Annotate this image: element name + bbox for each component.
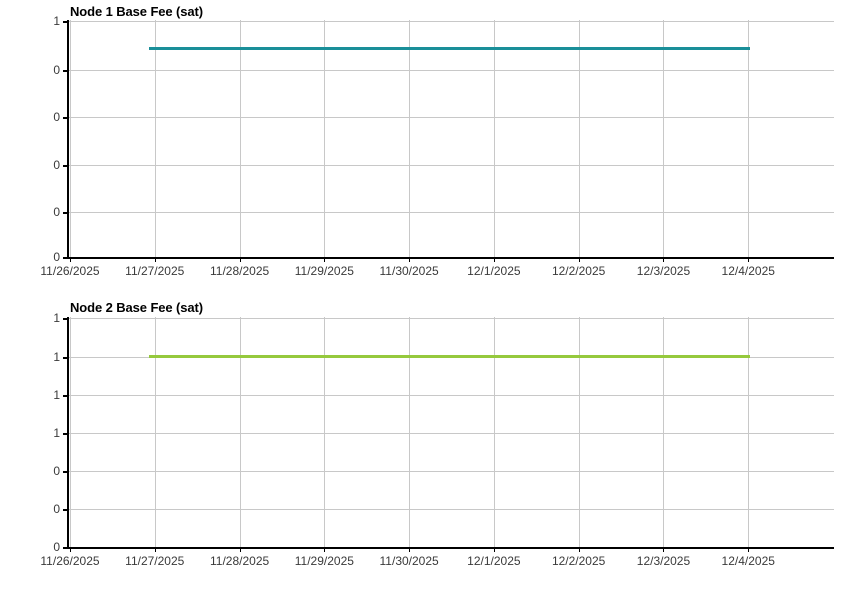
horizontal-gridline	[69, 509, 834, 511]
x-tick-mark	[69, 257, 71, 262]
x-tick-mark	[663, 547, 665, 552]
x-axis-label: 11/26/2025	[40, 554, 100, 568]
y-tick-mark	[63, 547, 69, 549]
y-axis-label: 0	[53, 157, 60, 172]
y-axis-label: 1	[53, 349, 60, 364]
x-tick-mark	[409, 257, 411, 262]
y-tick-mark	[63, 117, 69, 120]
x-tick-mark	[578, 257, 580, 262]
vertical-gridline	[154, 20, 156, 257]
x-tick-mark	[154, 547, 156, 552]
horizontal-gridline	[69, 212, 834, 214]
x-axis-label: 12/2/2025	[551, 264, 606, 278]
y-tick-mark	[63, 509, 69, 512]
series-line	[148, 354, 751, 358]
x-axis-label: 12/3/2025	[636, 264, 691, 278]
x-tick-mark	[324, 257, 326, 262]
vertical-gridline	[663, 20, 665, 257]
x-axis-label: 12/1/2025	[467, 554, 521, 568]
horizontal-gridline	[69, 317, 834, 319]
x-axis-label: 11/29/2025	[294, 554, 354, 568]
y-axis-label: 0	[53, 62, 60, 77]
x-tick-mark	[748, 257, 750, 262]
y-axis-label: 0	[53, 540, 60, 554]
horizontal-gridline	[69, 69, 834, 71]
x-tick-mark	[154, 257, 156, 262]
vertical-gridline	[578, 317, 580, 547]
series-line	[148, 46, 751, 50]
x-tick-mark	[69, 547, 71, 552]
chart-title-node-2: Node 2 Base Fee (sat)	[70, 300, 204, 315]
x-axis-label: 11/28/2025	[210, 554, 270, 568]
chart-panel-node-1: Node 1 Base Fee (sat) 1 0 0 0 0 0 11/26/2025 11…	[0, 0, 860, 290]
x-tick-mark	[239, 257, 241, 262]
x-axis-label: 12/1/2025	[467, 264, 521, 278]
x-axis-label: 11/29/2025	[294, 264, 354, 278]
horizontal-gridline	[69, 470, 834, 472]
y-axis-label: 1	[53, 13, 60, 28]
y-tick-mark	[63, 257, 69, 259]
vertical-gridline	[409, 317, 411, 547]
y-axis-label: 0	[53, 463, 60, 478]
x-axis-label: 11/30/2025	[379, 264, 439, 278]
x-tick-mark	[493, 257, 495, 262]
vertical-gridline	[748, 20, 750, 257]
x-axis-label: 12/3/2025	[636, 554, 691, 568]
y-tick-mark	[63, 470, 69, 473]
horizontal-gridline	[69, 117, 834, 119]
vertical-gridline	[239, 317, 241, 547]
vertical-gridline	[409, 20, 411, 257]
x-tick-mark	[663, 257, 665, 262]
horizontal-gridline	[69, 164, 834, 166]
vertical-gridline	[69, 20, 71, 257]
plot-area-node-1: 1 0 0 0 0 0 11/26/2025 11/27/2025 11/28/2025 11/2…	[40, 14, 834, 278]
x-tick-mark	[324, 547, 326, 552]
vertical-gridline	[578, 20, 580, 257]
y-axis-label: 1	[53, 425, 60, 440]
x-axis-label: 11/27/2025	[125, 264, 185, 278]
x-axis-label: 11/27/2025	[125, 554, 185, 568]
y-axis-label: 0	[53, 250, 60, 264]
x-tick-mark	[239, 547, 241, 552]
y-tick-mark	[63, 69, 69, 72]
y-tick-mark	[63, 20, 69, 23]
x-axis-label: 12/2/2025	[551, 554, 606, 568]
x-axis-label: 12/4/2025	[721, 264, 775, 278]
y-tick-mark	[63, 164, 69, 167]
y-tick-mark	[63, 432, 69, 435]
y-axis-label: 0	[53, 205, 60, 220]
y-axis-label: 0	[53, 502, 60, 517]
vertical-gridline	[748, 317, 750, 547]
x-axis-label: 12/4/2025	[721, 554, 775, 568]
x-axis-label: 11/28/2025	[210, 264, 270, 278]
x-axis-label: 11/30/2025	[379, 554, 439, 568]
vertical-gridline	[239, 20, 241, 257]
plot-area-node-2: 1 1 1 1 0 0 0 11/26/2025 11/27/2025 11/28/2025 11/…	[40, 311, 834, 568]
y-tick-mark	[63, 212, 69, 215]
vertical-gridline	[154, 317, 156, 547]
y-axis-label: 0	[53, 110, 60, 125]
horizontal-gridline	[69, 432, 834, 434]
x-tick-mark	[748, 547, 750, 552]
chart-title-node-1: Node 1 Base Fee (sat)	[70, 4, 204, 19]
x-tick-mark	[409, 547, 411, 552]
x-tick-mark	[578, 547, 580, 552]
vertical-gridline	[663, 317, 665, 547]
x-tick-mark	[493, 547, 495, 552]
vertical-gridline	[324, 317, 326, 547]
x-axis-label: 11/26/2025	[40, 264, 100, 278]
vertical-gridline	[69, 317, 71, 547]
horizontal-gridline	[69, 20, 834, 22]
vertical-gridline	[324, 20, 326, 257]
vertical-gridline	[493, 20, 495, 257]
y-tick-mark	[63, 317, 69, 320]
y-axis-label: 1	[53, 388, 60, 403]
y-tick-mark	[63, 356, 69, 359]
horizontal-gridline	[69, 395, 834, 397]
y-axis-label: 1	[53, 310, 60, 325]
chart-panel-node-2: Node 2 Base Fee (sat) 1 1 1 1 0 0 0 11/26/2025 1…	[0, 290, 860, 590]
y-tick-mark	[63, 395, 69, 398]
vertical-gridline	[493, 317, 495, 547]
